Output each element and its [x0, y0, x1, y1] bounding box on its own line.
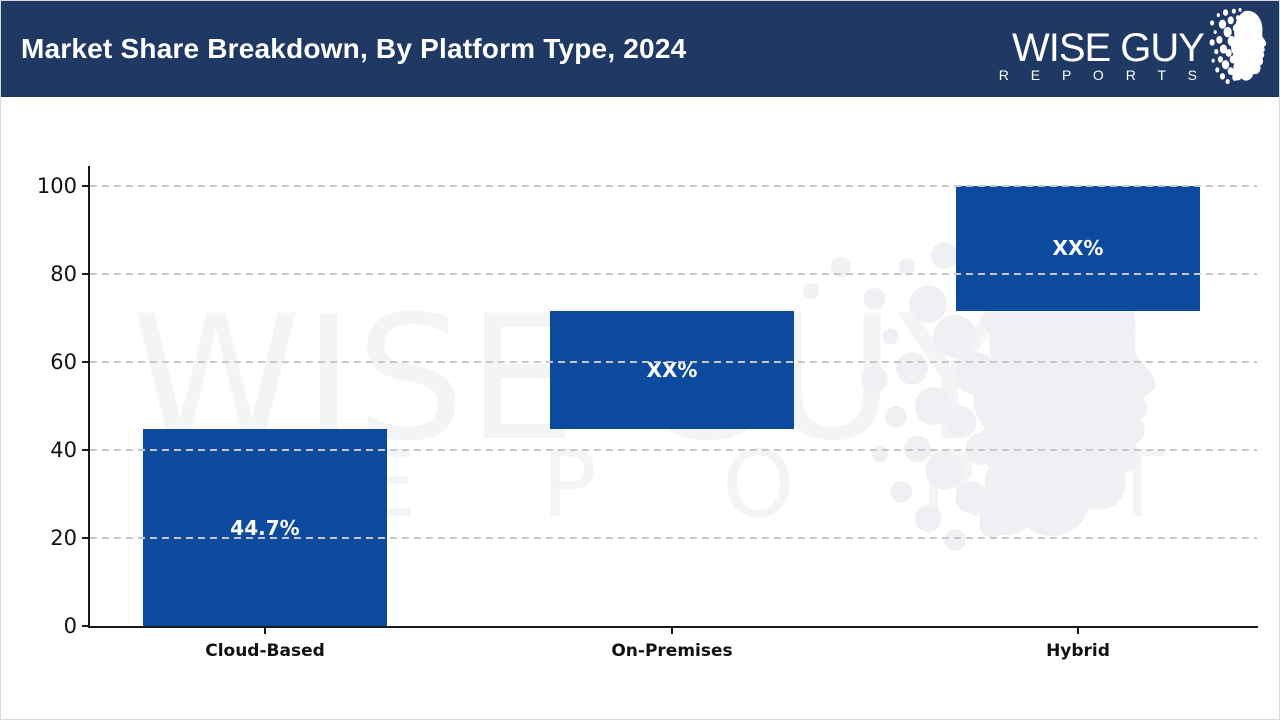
brand-face-icon [1209, 7, 1267, 85]
header-bar: Market Share Breakdown, By Platform Type… [1, 1, 1279, 97]
y-tick-label-0: 0 [63, 614, 77, 638]
y-tick-label-100: 100 [36, 174, 77, 198]
watermark-dots-icon [803, 257, 851, 299]
gridline-y60 [90, 361, 1257, 363]
brand-logo: WISE GUY R E P O R T S [999, 4, 1270, 93]
gridline-y100 [90, 185, 1257, 187]
bar-hybrid: XX% [956, 186, 1200, 311]
x-tick-cloud-based [264, 628, 266, 634]
x-tick-label-hybrid: Hybrid [1046, 641, 1110, 661]
brand-logo-wordmark: WISE GUY [1011, 26, 1205, 70]
bar-value-label: 44.7% [230, 515, 300, 540]
gridline-y40 [90, 449, 1257, 451]
y-tick-label-60: 60 [50, 350, 77, 374]
brand-logo-subtext: R E P O R T S [998, 67, 1206, 83]
y-tick-40 [82, 449, 89, 451]
x-tick-hybrid [1077, 628, 1079, 634]
y-tick-label-40: 40 [50, 438, 77, 462]
gridline-y80 [90, 273, 1257, 275]
x-tick-on-premises [671, 628, 673, 634]
bar-cloud-based: 44.7% [143, 429, 387, 626]
x-axis-line [88, 626, 1258, 628]
x-tick-label-on-premises: On-Premises [611, 641, 733, 661]
y-tick-label-20: 20 [50, 526, 77, 550]
x-tick-label-cloud-based: Cloud-Based [205, 641, 325, 661]
bar-on-premises: XX% [550, 310, 794, 430]
y-tick-label-80: 80 [50, 262, 77, 286]
page-title: Market Share Breakdown, By Platform Type… [21, 32, 687, 64]
y-tick-60 [82, 361, 89, 363]
y-tick-0 [82, 625, 89, 627]
y-axis-line [88, 166, 90, 628]
gridline-y20 [90, 537, 1257, 539]
y-tick-80 [82, 273, 89, 275]
bar-value-label: XX% [1052, 236, 1104, 261]
y-tick-100 [82, 185, 89, 187]
y-tick-20 [82, 537, 89, 539]
